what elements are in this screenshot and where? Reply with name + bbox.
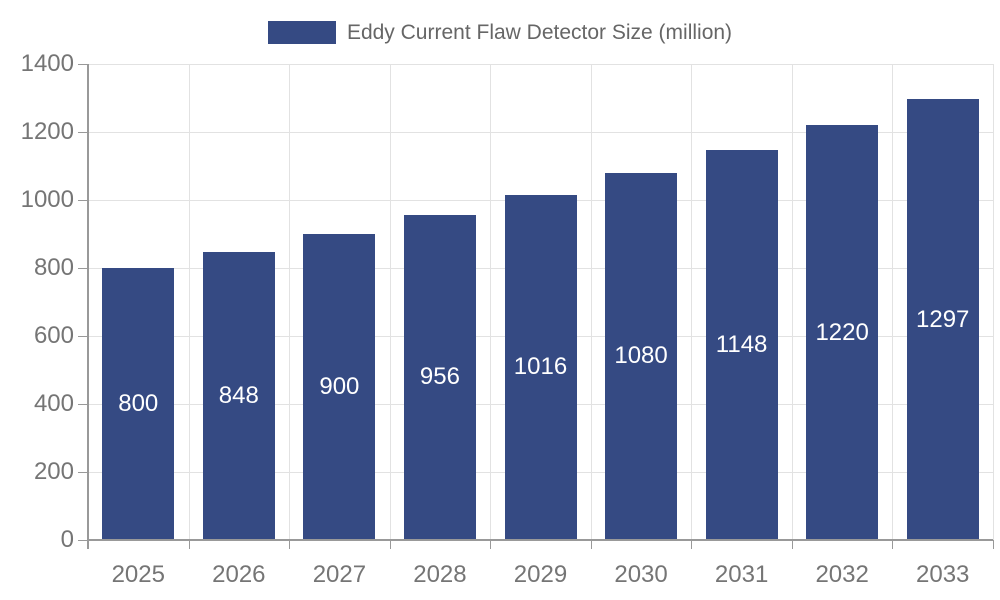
gridline-vertical [791, 64, 793, 540]
x-axis-label: 2032 [815, 561, 869, 588]
y-axis-label: 200 [33, 458, 74, 485]
x-axis-tick [188, 540, 190, 549]
y-axis-tick [78, 472, 88, 473]
x-axis-tick [993, 540, 994, 549]
legend[interactable]: Eddy Current Flaw Detector Size (million… [0, 14, 1000, 50]
bar-2030 [605, 172, 678, 540]
x-axis-label: 2029 [513, 561, 568, 588]
x-axis-label: 2033 [916, 561, 970, 588]
legend-label: Eddy Current Flaw Detector Size (million… [346, 20, 733, 44]
y-axis-label: 800 [33, 254, 74, 281]
legend-swatch-icon [267, 20, 336, 44]
bar-value-label: 1016 [513, 353, 568, 381]
x-axis-line [88, 539, 993, 541]
bar-value-label: 1297 [916, 305, 970, 333]
bar-value-label: 848 [218, 381, 259, 409]
x-axis-label: 2026 [212, 561, 266, 588]
y-axis-tick [78, 336, 88, 337]
bar-2027 [303, 234, 376, 540]
gridline-vertical [691, 64, 693, 540]
y-axis-tick [78, 540, 88, 541]
x-axis-tick [691, 540, 693, 549]
y-axis-tick [78, 200, 88, 201]
y-axis-line [87, 64, 89, 549]
x-axis-tick [892, 540, 894, 549]
bar-2025 [102, 268, 175, 540]
bar-2033 [906, 99, 979, 540]
y-axis-tick [78, 268, 88, 269]
y-axis-label: 0 [60, 526, 74, 553]
x-axis-label: 2031 [714, 561, 769, 588]
bar-value-label: 900 [319, 373, 360, 400]
bar-2029 [504, 194, 577, 540]
bar-value-label: 1148 [715, 330, 768, 358]
x-axis-tick [590, 540, 592, 549]
gridline-vertical [389, 64, 391, 540]
gridline-horizontal [88, 132, 993, 133]
y-axis-label: 1400 [20, 50, 74, 77]
bar-value-label: 800 [118, 390, 159, 417]
gridline-vertical [993, 64, 994, 540]
x-axis-label: 2027 [312, 561, 367, 588]
gridline-vertical [188, 64, 190, 540]
bar-value-label: 1220 [815, 318, 869, 346]
x-axis-label: 2030 [614, 561, 668, 588]
y-axis-label: 600 [33, 322, 74, 349]
y-axis-tick [78, 404, 88, 405]
bar-2031 [705, 149, 778, 540]
x-axis-tick [389, 540, 391, 549]
x-axis-tick [490, 540, 492, 549]
gridline-horizontal [88, 64, 993, 65]
bar-2028 [403, 214, 476, 540]
x-axis-tick [791, 540, 793, 549]
bar-value-label: 956 [419, 363, 460, 391]
bar-2032 [806, 125, 879, 540]
y-axis-label: 400 [33, 390, 74, 417]
bar-value-label: 1080 [614, 342, 668, 370]
y-axis-label: 1000 [20, 186, 74, 213]
gridline-vertical [490, 64, 492, 540]
gridline-vertical [590, 64, 592, 540]
y-axis-tick [78, 64, 88, 65]
y-axis-tick [78, 132, 88, 133]
y-axis-label: 1200 [20, 118, 74, 145]
bar-2026 [202, 251, 275, 540]
gridline-vertical [289, 64, 291, 540]
x-axis-tick [289, 540, 291, 549]
gridline-vertical [892, 64, 894, 540]
x-axis-label: 2028 [413, 561, 467, 588]
x-axis-label: 2025 [111, 561, 165, 588]
